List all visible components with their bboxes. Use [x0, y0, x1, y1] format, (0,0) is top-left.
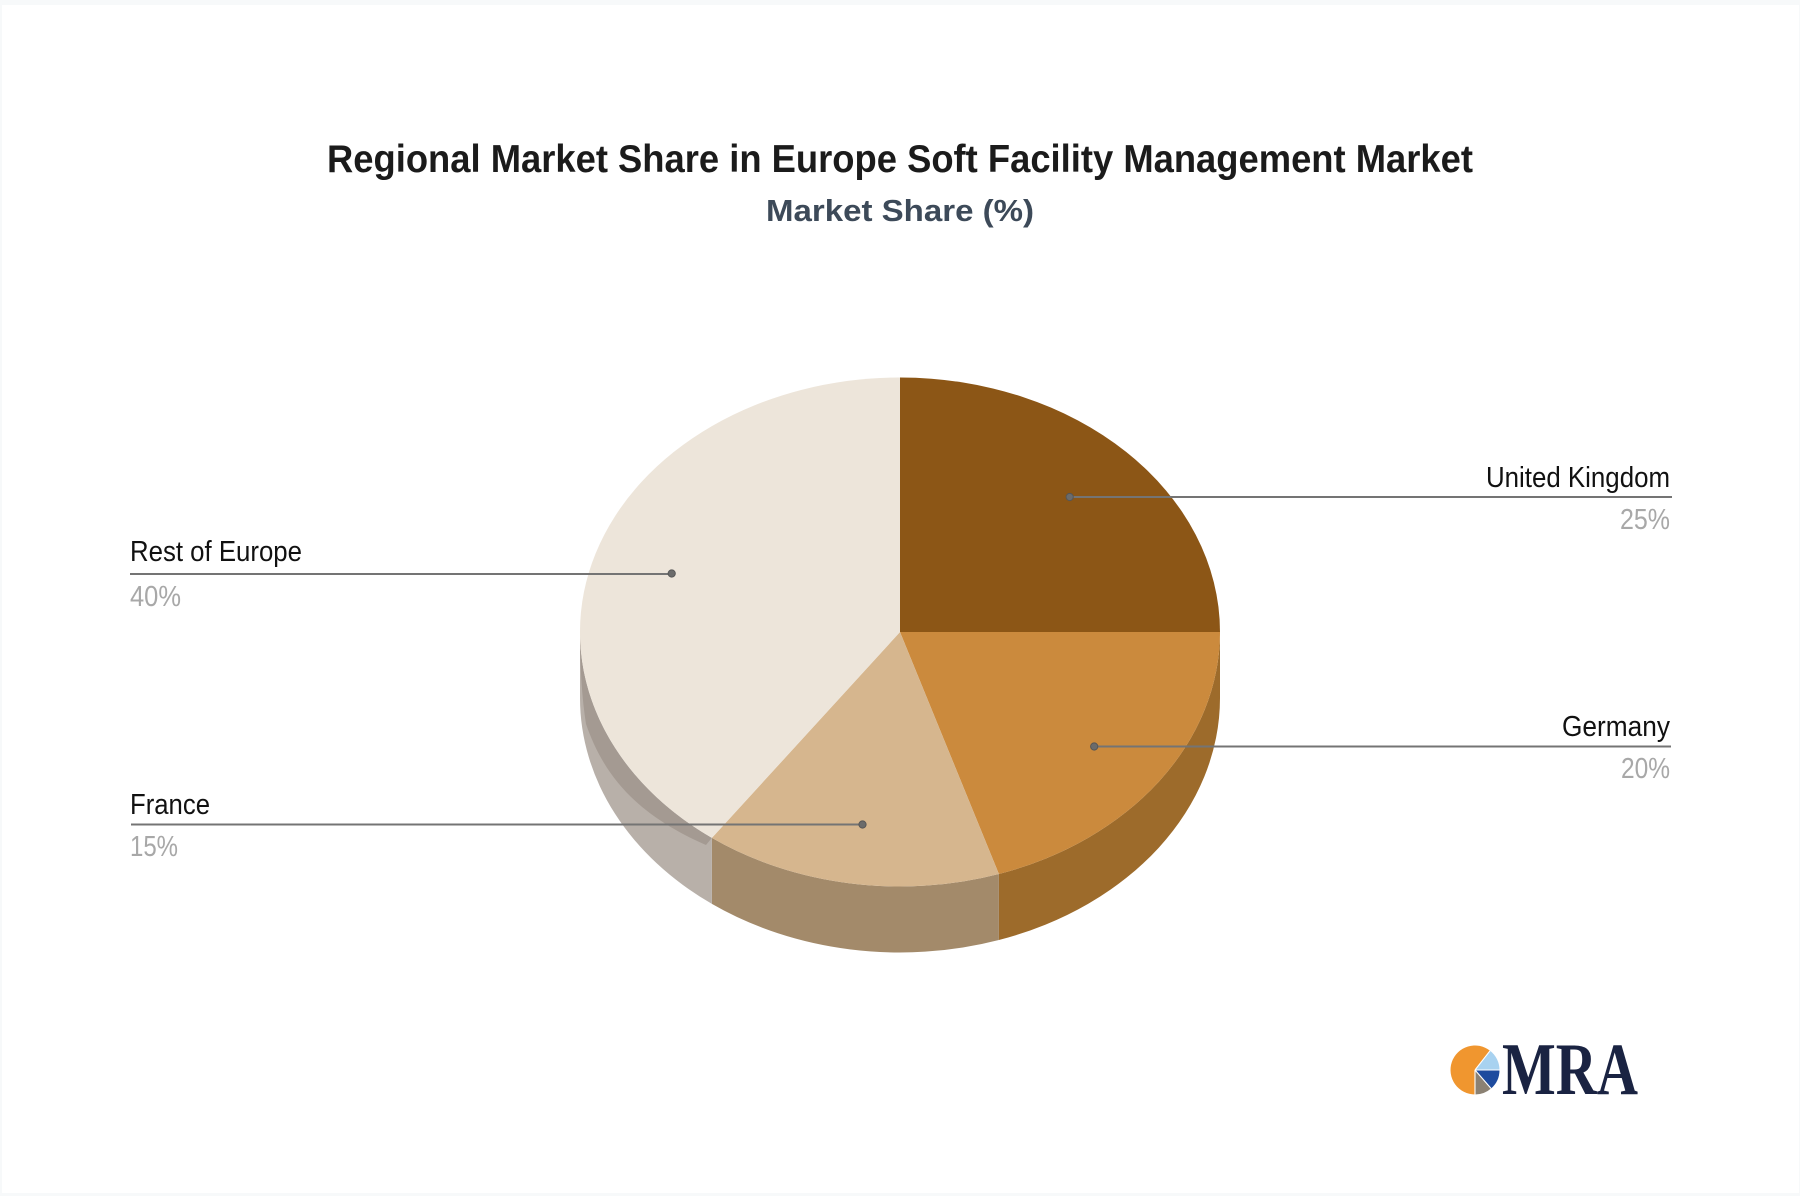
svg-text:Market Share (%): Market Share (%) [766, 193, 1034, 228]
svg-text:Rest of Europe: Rest of Europe [130, 536, 302, 568]
svg-text:Germany: Germany [1562, 711, 1670, 743]
svg-text:40%: 40% [130, 581, 181, 613]
svg-text:Regional Market Share in Europ: Regional Market Share in Europe Soft Fac… [327, 138, 1473, 181]
svg-text:United Kingdom: United Kingdom [1486, 462, 1670, 494]
svg-text:15%: 15% [130, 831, 178, 863]
svg-text:MRA: MRA [1502, 1029, 1638, 1111]
svg-text:25%: 25% [1620, 504, 1670, 536]
svg-text:France: France [130, 789, 210, 821]
svg-text:20%: 20% [1621, 753, 1670, 785]
